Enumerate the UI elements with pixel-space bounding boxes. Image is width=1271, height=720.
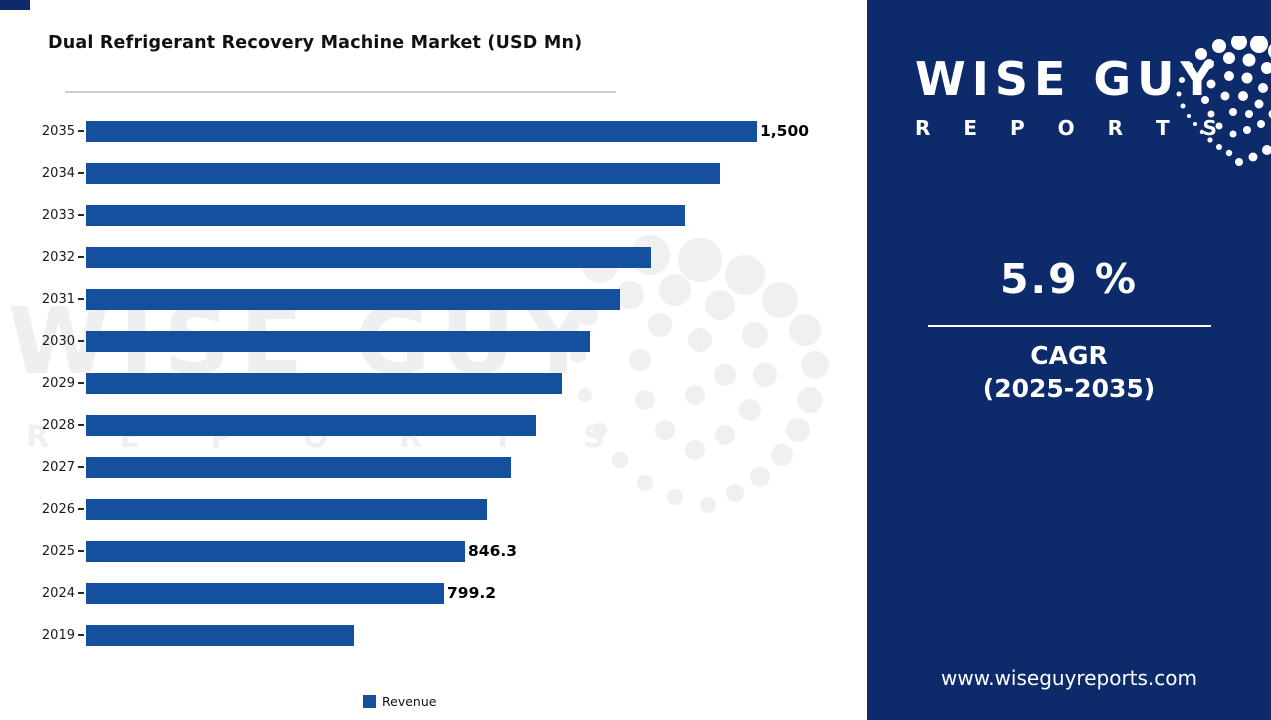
cagr-divider xyxy=(927,325,1211,327)
revenue-bar xyxy=(86,372,562,394)
y-axis-tick xyxy=(78,382,84,384)
bar-row: 2035 1,500 xyxy=(0,110,867,152)
bar-row: 2030 xyxy=(0,320,867,362)
bar-row: 2027 xyxy=(0,446,867,488)
y-axis-tick-label: 2035 xyxy=(41,123,75,139)
bar-row: 2024 799.2 xyxy=(0,572,867,614)
y-axis-tick-label: 2024 xyxy=(41,585,75,601)
y-axis-tick xyxy=(78,256,84,258)
revenue-bar xyxy=(86,582,444,604)
bar-row: 2031 xyxy=(0,278,867,320)
legend-label: Revenue xyxy=(382,694,437,709)
logo-head-icon xyxy=(1176,36,1271,166)
y-axis-tick xyxy=(78,466,84,468)
y-axis-tick-label: 2031 xyxy=(41,291,75,307)
title-divider xyxy=(65,91,616,93)
revenue-bar xyxy=(86,162,720,184)
revenue-bar xyxy=(86,288,620,310)
revenue-bar xyxy=(86,414,536,436)
logo: WISE GUY R E P O R T S xyxy=(915,36,1271,166)
y-axis-tick-label: 2028 xyxy=(41,417,75,433)
y-axis-tick-label: 2032 xyxy=(41,249,75,265)
y-axis-tick xyxy=(78,634,84,636)
logo-wordmark: WISE GUY xyxy=(915,52,1220,106)
y-axis-tick-label: 2027 xyxy=(41,459,75,475)
bar-value-label: 846.3 xyxy=(468,542,518,560)
bar-row: 2034 xyxy=(0,152,867,194)
logo-subtitle: R E P O R T S xyxy=(915,116,1230,140)
y-axis-tick xyxy=(78,340,84,342)
y-axis-tick-label: 2030 xyxy=(41,333,75,349)
revenue-bar xyxy=(86,540,465,562)
chart-panel: Dual Refrigerant Recovery Machine Market… xyxy=(0,0,867,709)
chart-title: Dual Refrigerant Recovery Machine Market… xyxy=(48,33,583,53)
revenue-bar xyxy=(86,498,487,520)
revenue-bar xyxy=(86,246,651,268)
bar-row: 2033 xyxy=(0,194,867,236)
legend: Revenue xyxy=(363,694,436,709)
bar-row: 2025 846.3 xyxy=(0,530,867,572)
bar-rows: 2035 1,500 2034 2033 2032 2031 2030 2029 2028 202… xyxy=(0,110,867,656)
website-url: www.wiseguyreports.com xyxy=(940,666,1197,690)
cagr-label: CAGR xyxy=(1030,341,1108,370)
legend-swatch xyxy=(363,695,376,708)
y-axis-tick xyxy=(78,424,84,426)
y-axis-tick-label: 2033 xyxy=(41,207,75,223)
cagr-block: 5.9 % CAGR (2025-2035) xyxy=(867,255,1271,403)
y-axis-tick-label: 2026 xyxy=(41,501,75,517)
bar-value-label: 799.2 xyxy=(447,584,497,602)
revenue-bar xyxy=(86,330,590,352)
y-axis-tick-label: 2025 xyxy=(41,543,75,559)
bar-row: 2019 xyxy=(0,614,867,656)
revenue-bar xyxy=(86,204,685,226)
bar-value-label: 1,500 xyxy=(760,122,810,140)
cagr-range: (2025-2035) xyxy=(982,374,1156,403)
y-axis-tick xyxy=(78,172,84,174)
bar-row: 2032 xyxy=(0,236,867,278)
bar-row: 2026 xyxy=(0,488,867,530)
revenue-bar xyxy=(86,624,354,646)
y-axis-tick xyxy=(78,130,84,132)
y-axis-tick xyxy=(78,298,84,300)
y-axis-tick-label: 2019 xyxy=(41,627,75,643)
y-axis-tick-label: 2029 xyxy=(41,375,75,391)
bar-row: 2029 xyxy=(0,362,867,404)
y-axis-tick xyxy=(78,214,84,216)
sidebar: WISE GUY R E P O R T S xyxy=(867,0,1271,720)
revenue-bar xyxy=(86,456,511,478)
bar-row: 2028 xyxy=(0,404,867,446)
y-axis-tick xyxy=(78,550,84,552)
revenue-bar xyxy=(86,120,757,142)
top-left-accent xyxy=(0,0,30,10)
y-axis-tick xyxy=(78,508,84,510)
y-axis-tick xyxy=(78,592,84,594)
cagr-value: 5.9 % xyxy=(1000,255,1138,303)
y-axis-tick-label: 2034 xyxy=(41,165,75,181)
